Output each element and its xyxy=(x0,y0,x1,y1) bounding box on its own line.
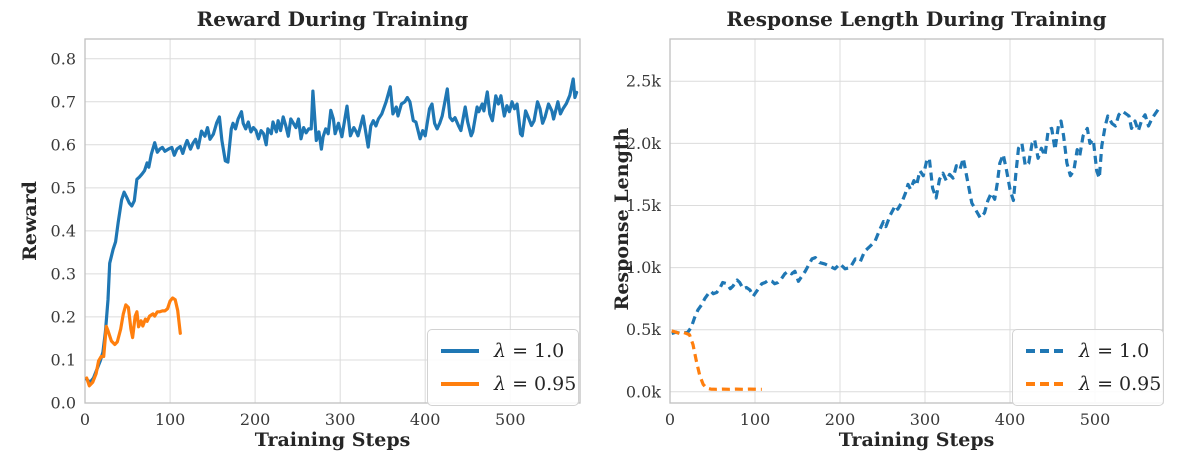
legend-item-lambda-0.95: λ = 0.95 xyxy=(441,371,576,397)
y-tick-label: 0.2 xyxy=(51,307,76,326)
y-tick-label: 2.0k xyxy=(626,134,661,153)
y-tick-label: 0.0 xyxy=(51,394,76,413)
x-axis-label: Training Steps xyxy=(838,429,995,451)
x-tick-label: 300 xyxy=(910,410,941,429)
y-tick-label: 0.7 xyxy=(51,92,76,111)
y-tick-label: 0.0k xyxy=(626,382,661,401)
y-tick-label: 0.3 xyxy=(51,264,76,283)
x-tick-label: 400 xyxy=(410,410,441,429)
y-axis-label: Reward xyxy=(19,181,41,261)
legend-value: = 0.95 xyxy=(506,373,577,395)
legend-label: λ = 1.0 xyxy=(1079,340,1149,362)
plot-border xyxy=(84,38,581,404)
chart-response-length: 0 100 200 300 400 500 0.0k 0.5k 1.0k 1.5k 2.0k 2.5k… xyxy=(600,0,1200,466)
x-tick-label: 100 xyxy=(155,410,186,429)
x-tick-label: 200 xyxy=(825,410,856,429)
y-tick-label: 1.0k xyxy=(626,258,661,277)
x-axis-label: Training Steps xyxy=(254,429,411,451)
y-tick-label: 0.5 xyxy=(51,178,76,197)
x-tick-label: 0 xyxy=(80,410,90,429)
y-tick-label: 0.5k xyxy=(626,320,661,339)
lambda-symbol: λ xyxy=(494,340,507,362)
y-tick-label: 1.5k xyxy=(626,196,661,215)
plot-border xyxy=(669,38,1164,404)
y-tick-label: 0.6 xyxy=(51,135,76,154)
chart-reward: 0 100 200 300 400 500 0.0 0.1 0.2 0.3 0.4 0.5 0.6 0.7… xyxy=(19,7,581,451)
legend-label: λ = 0.95 xyxy=(494,373,576,395)
x-tick-label: 100 xyxy=(740,410,771,429)
y-tick-label: 2.5k xyxy=(626,72,661,91)
legend-line-sample xyxy=(1026,382,1064,386)
series-line-1 xyxy=(671,329,762,391)
legend-item-lambda-0.95: λ = 0.95 xyxy=(1026,371,1161,397)
x-tick-label: 500 xyxy=(495,410,526,429)
legend-label: λ = 1.0 xyxy=(494,340,564,362)
legend-line-sample xyxy=(441,349,479,353)
y-tick-label: 0.8 xyxy=(51,49,76,68)
legend: λ = 1.0 λ = 0.95 xyxy=(427,329,579,406)
legend-item-lambda-1.0: λ = 1.0 xyxy=(441,338,565,364)
lambda-symbol: λ xyxy=(1079,373,1092,395)
reward-plot-area: 0 100 200 300 400 500 0.0 0.1 0.2 0.3 0.4 0.5 0.6 0.7… xyxy=(51,38,581,429)
legend-item-lambda-1.0: λ = 1.0 xyxy=(1026,338,1150,364)
chart-title: Reward During Training xyxy=(196,7,469,31)
legend-line-sample xyxy=(1026,349,1064,353)
lambda-symbol: λ xyxy=(494,373,507,395)
legend-value: = 0.95 xyxy=(1091,373,1162,395)
y-tick-label: 0.1 xyxy=(51,351,76,370)
legend: λ = 1.0 λ = 0.95 xyxy=(1012,329,1164,406)
legend-line-sample xyxy=(441,382,479,386)
x-tick-label: 500 xyxy=(1080,410,1111,429)
series-line-1 xyxy=(85,296,182,388)
y-axis-label: Response Length xyxy=(611,127,633,311)
series-line-0 xyxy=(671,107,1161,335)
response-length-plot-area: 0 100 200 300 400 500 0.0k 0.5k 1.0k 1.5k 2.0k 2.5k xyxy=(626,38,1164,429)
legend-value: = 1.0 xyxy=(506,340,565,362)
x-tick-label: 200 xyxy=(240,410,271,429)
series-line-0 xyxy=(85,77,579,384)
x-tick-label: 300 xyxy=(325,410,356,429)
x-tick-label: 400 xyxy=(995,410,1026,429)
chart-title: Response Length During Training xyxy=(726,7,1107,31)
legend-label: λ = 0.95 xyxy=(1079,373,1161,395)
y-tick-label: 0.4 xyxy=(51,221,76,240)
legend-value: = 1.0 xyxy=(1091,340,1150,362)
x-tick-label: 0 xyxy=(665,410,675,429)
lambda-symbol: λ xyxy=(1079,340,1092,362)
